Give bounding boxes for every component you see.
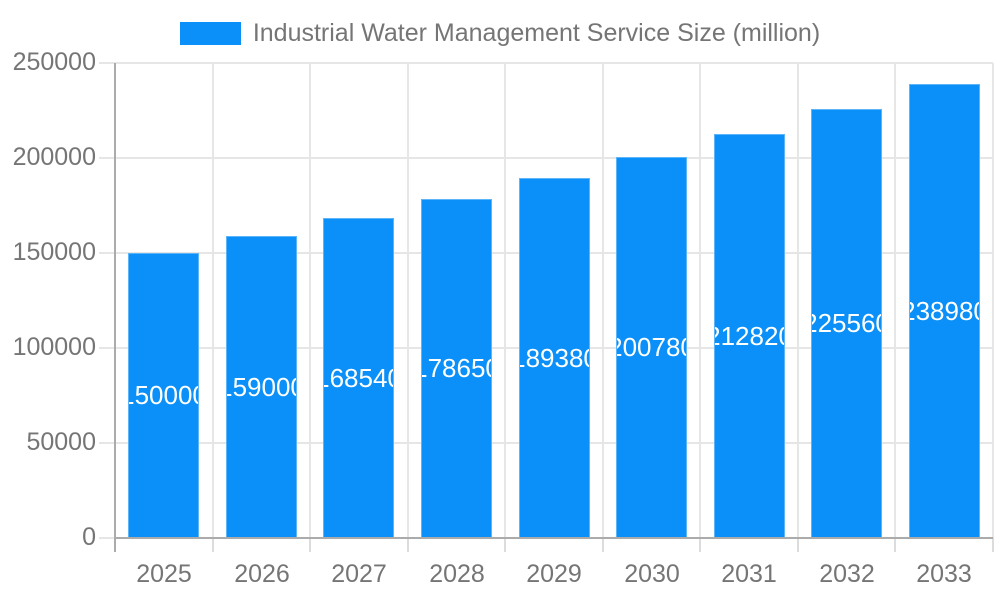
bar-value-label: 159000 (227, 371, 296, 402)
y-tick-label: 200000 (12, 143, 96, 171)
bar-2025: 150000 (128, 253, 199, 538)
bar-2031: 212820 (714, 134, 785, 538)
x-axis-tick (407, 538, 409, 552)
x-axis-tick (309, 538, 311, 552)
legend-label: Industrial Water Management Service Size… (252, 19, 821, 47)
x-axis-tick (504, 538, 506, 552)
y-tick-label: 100000 (12, 333, 96, 361)
bar-2028: 178650 (421, 199, 492, 538)
y-axis-tick (99, 62, 115, 64)
x-tick-label: 2032 (819, 560, 875, 588)
gridline-vertical (797, 63, 799, 538)
bar-value-label: 225560 (812, 308, 881, 338)
y-tick-label: 50000 (26, 428, 96, 456)
y-axis-tick (99, 347, 115, 349)
y-tick-label: 250000 (12, 48, 96, 76)
bar-value-label: 189380 (520, 342, 589, 373)
gridline-vertical (504, 63, 506, 538)
bar-2026: 159000 (226, 236, 297, 538)
x-tick-label: 2029 (526, 560, 582, 588)
bar-2032: 225560 (811, 109, 882, 538)
gridline-vertical (309, 63, 311, 538)
gridline-vertical (407, 63, 409, 538)
x-tick-label: 2027 (331, 560, 387, 588)
y-axis-line (114, 63, 116, 552)
bar-value-label: 200780 (617, 332, 686, 362)
x-tick-label: 2030 (624, 560, 680, 588)
y-tick-label: 0 (82, 523, 96, 551)
y-tick-label: 150000 (12, 238, 96, 266)
x-axis-tick (699, 538, 701, 552)
x-tick-label: 2028 (429, 560, 485, 588)
x-axis-tick (992, 538, 994, 552)
bar-2027: 168540 (323, 218, 394, 538)
x-axis-tick (894, 538, 896, 552)
y-axis-tick (99, 252, 115, 254)
y-axis-tick (99, 537, 115, 539)
legend[interactable]: Industrial Water Management Service Size… (0, 20, 1000, 46)
x-tick-label: 2031 (721, 560, 777, 588)
bar-2029: 189380 (519, 178, 590, 538)
x-axis-tick (212, 538, 214, 552)
legend-swatch (179, 21, 241, 45)
bar-value-label: 178650 (422, 353, 491, 383)
bar-value-label: 212820 (715, 320, 784, 351)
gridline-vertical (992, 63, 994, 538)
y-axis-tick (99, 442, 115, 444)
bar-2030: 200780 (616, 157, 687, 538)
gridline-horizontal (115, 157, 993, 159)
x-tick-label: 2033 (916, 560, 972, 588)
y-axis-tick (99, 157, 115, 159)
gridline-vertical (699, 63, 701, 538)
x-tick-label: 2025 (136, 560, 192, 588)
bar-value-label: 150000 (129, 380, 198, 410)
gridline-horizontal (115, 62, 993, 64)
x-axis-line (114, 537, 993, 539)
gridline-vertical (212, 63, 214, 538)
x-tick-label: 2026 (234, 560, 290, 588)
gridline-vertical (602, 63, 604, 538)
x-axis-tick (602, 538, 604, 552)
bar-value-label: 168540 (324, 362, 393, 393)
bar-value-label: 238980 (910, 295, 979, 326)
bar-2033: 238980 (909, 84, 980, 538)
x-axis-tick (797, 538, 799, 552)
gridline-vertical (894, 63, 896, 538)
